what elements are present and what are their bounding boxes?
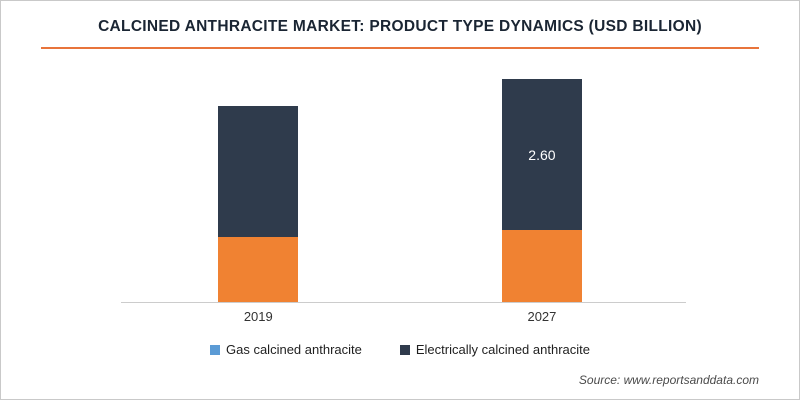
- legend-label-electric: Electrically calcined anthracite: [415, 342, 590, 357]
- legend: Gas calcined anthracite Electrically calc…: [1, 342, 799, 357]
- legend-item-gas: Gas calcined anthracite: [210, 342, 362, 357]
- bar-2027: 2.60: [501, 79, 582, 302]
- bar-segment-2019-gas: [218, 237, 299, 302]
- x-tick-label-2019: 2019: [243, 309, 273, 324]
- title-accent-rule: [41, 47, 759, 49]
- bar-segment-2019-electric: [218, 105, 299, 238]
- x-tick-label-2027: 2027: [527, 309, 557, 324]
- bar-value-label: 2.60: [528, 146, 556, 163]
- legend-label-gas: Gas calcined anthracite: [226, 342, 362, 357]
- x-axis-labels: 2019 2027: [121, 309, 686, 327]
- bar-segment-2027-electric: 2.60: [501, 79, 582, 231]
- plot-area: 2.60: [121, 70, 686, 303]
- legend-swatch-gas: [210, 344, 220, 355]
- bar-2019: [218, 105, 299, 302]
- source-credit: Source: www.reportsanddata.com: [578, 373, 759, 387]
- legend-swatch-electric: [399, 344, 410, 355]
- legend-item-electric: Electrically calcined anthracite: [399, 342, 590, 357]
- chart-title: CALCINED ANTHRACITE MARKET: PRODUCT TYPE…: [98, 18, 702, 35]
- bar-segment-2027-gas: [501, 230, 582, 302]
